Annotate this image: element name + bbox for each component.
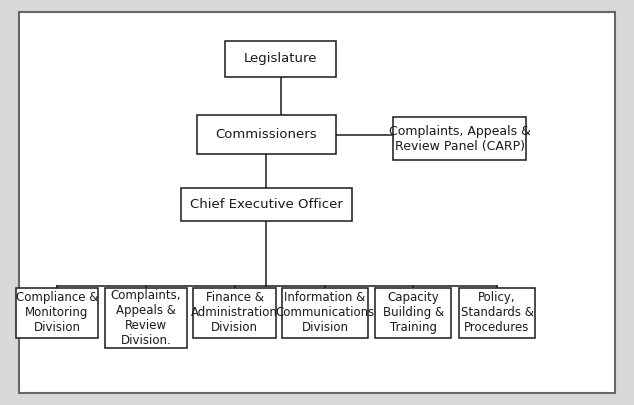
Text: Policy,
Standards &
Procedures: Policy, Standards & Procedures (461, 291, 533, 335)
Text: Complaints, Appeals &
Review Panel (CARP): Complaints, Appeals & Review Panel (CARP… (389, 125, 531, 153)
Text: Complaints,
Appeals &
Review
Division.: Complaints, Appeals & Review Division. (110, 289, 181, 347)
FancyBboxPatch shape (393, 117, 526, 160)
Text: Legislature: Legislature (244, 52, 317, 65)
Text: Chief Executive Officer: Chief Executive Officer (190, 198, 343, 211)
Text: Compliance &
Monitoring
Division: Compliance & Monitoring Division (16, 291, 98, 335)
FancyBboxPatch shape (181, 188, 352, 221)
FancyBboxPatch shape (375, 288, 451, 338)
FancyBboxPatch shape (197, 115, 336, 154)
Text: Finance &
Administration
Division: Finance & Administration Division (191, 291, 278, 335)
Text: Information &
Communications
Division: Information & Communications Division (275, 291, 375, 335)
FancyBboxPatch shape (16, 288, 98, 338)
FancyBboxPatch shape (193, 288, 276, 338)
FancyBboxPatch shape (225, 40, 336, 77)
FancyBboxPatch shape (282, 288, 368, 338)
FancyBboxPatch shape (459, 288, 535, 338)
FancyBboxPatch shape (19, 12, 615, 393)
Text: Capacity
Building &
Training: Capacity Building & Training (383, 291, 444, 335)
Text: Commissioners: Commissioners (216, 128, 317, 141)
FancyBboxPatch shape (105, 288, 187, 348)
